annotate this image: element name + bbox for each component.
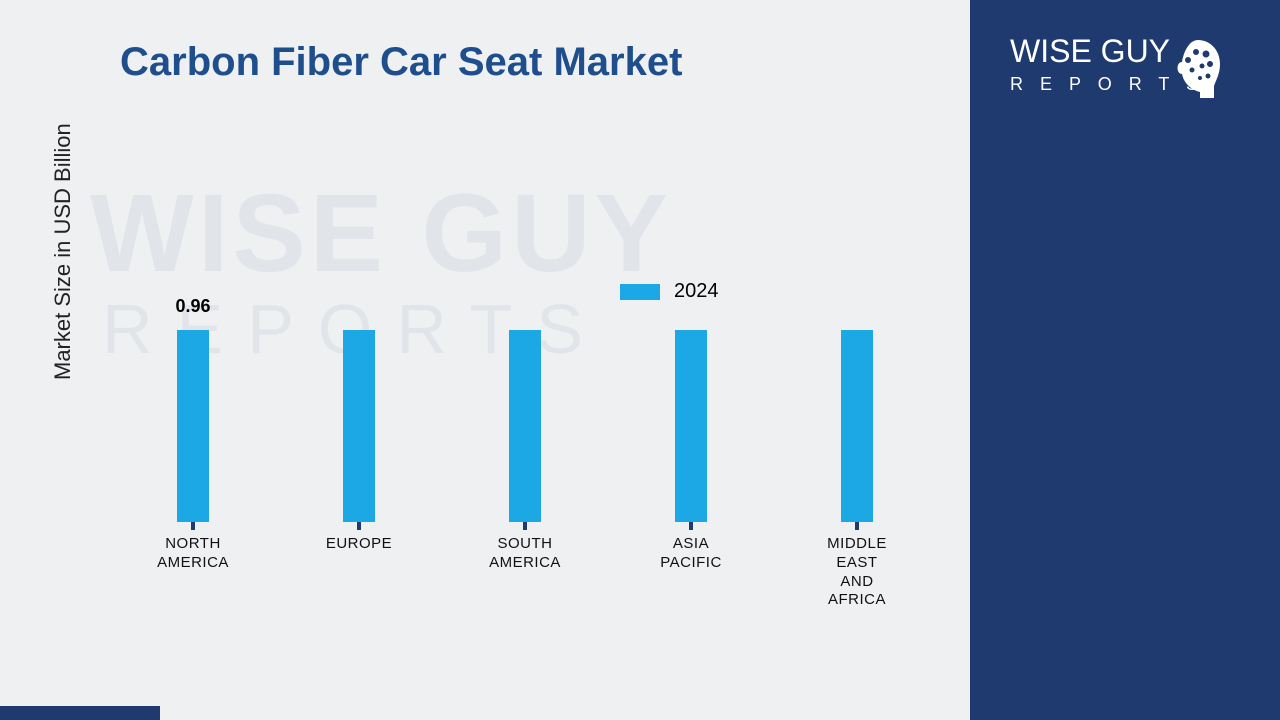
x-axis-label: MIDDLEEASTANDAFRICA [797, 535, 917, 610]
chart-title: Carbon Fiber Car Seat Market [120, 40, 682, 85]
bar-value-label: 0.96 [175, 296, 210, 317]
x-axis-label: ASIAPACIFIC [631, 535, 751, 610]
brand-logo: WISE GUY R E P O R T S [1010, 28, 1230, 138]
bar [841, 330, 873, 530]
bars-container: 0.96 [110, 330, 940, 530]
bar-stem [689, 522, 693, 530]
brand-line1: WISE GUY [1010, 33, 1170, 69]
plot-area: 0.96 [110, 330, 940, 530]
x-axis-label: EUROPE [299, 535, 419, 610]
x-axis-label: NORTHAMERICA [133, 535, 253, 610]
legend: 2024 [620, 280, 719, 303]
x-labels: NORTHAMERICA EUROPE SOUTHAMERICA ASIAPACIFI… [110, 535, 940, 610]
legend-label: 2024 [674, 280, 719, 303]
legend-swatch [620, 284, 660, 300]
watermark-line1: WISE GUY [90, 170, 950, 297]
bar-stem [855, 522, 859, 530]
bar-stem [523, 522, 527, 530]
bar-rect [177, 330, 209, 522]
bar: 0.96 [177, 330, 209, 530]
bar-stem [191, 522, 195, 530]
bar-rect [343, 330, 375, 522]
bar-stem [357, 522, 361, 530]
brand-line2: R E P O R T S [1010, 74, 1204, 94]
bar [509, 330, 541, 530]
bar-rect [509, 330, 541, 522]
brand-sidebar: WISE GUY R E P O R T S [970, 0, 1280, 720]
bar [343, 330, 375, 530]
x-axis-label: SOUTHAMERICA [465, 535, 585, 610]
bar [675, 330, 707, 530]
bar-rect [675, 330, 707, 522]
y-axis-label: Market Size in USD Billion [50, 123, 76, 380]
chart-canvas: WISE GUY R E P O R T S WISE GUY REPORTS … [0, 0, 1280, 720]
bar-rect [841, 330, 873, 522]
footer-accent [0, 706, 160, 720]
